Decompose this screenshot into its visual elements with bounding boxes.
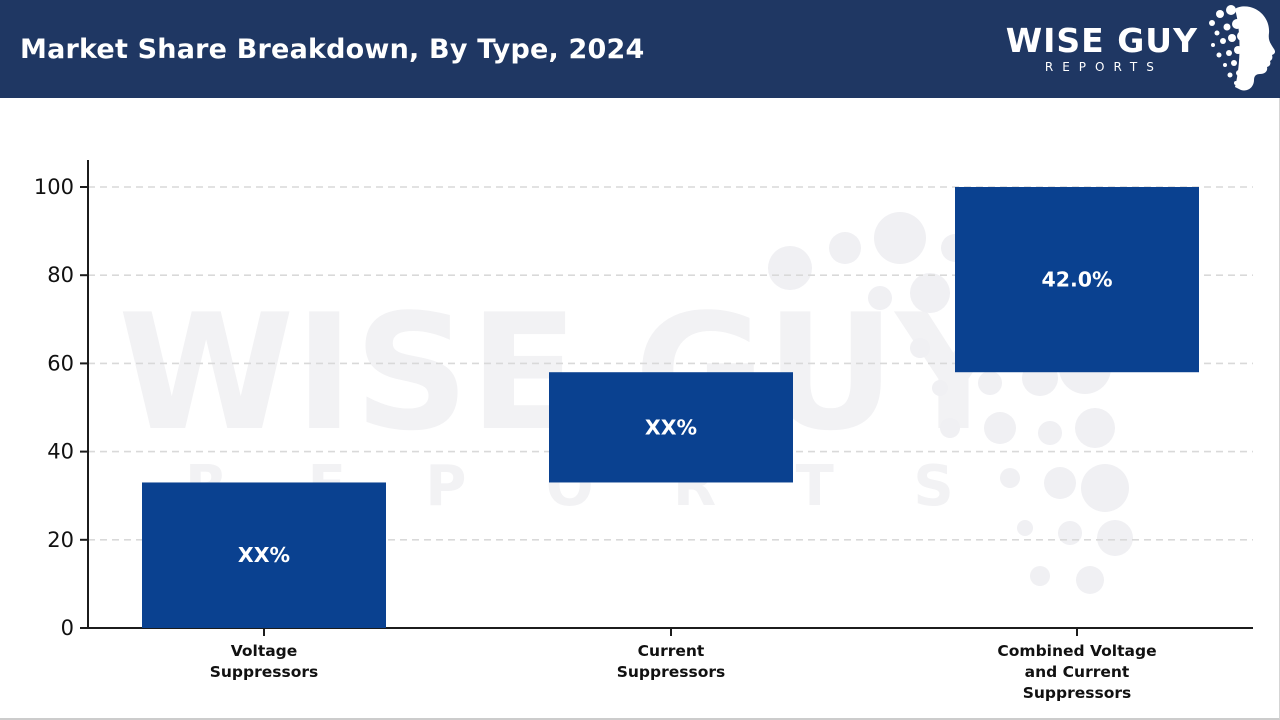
ytick-label-40: 40 bbox=[47, 440, 74, 464]
ytick-label-20: 20 bbox=[47, 528, 74, 552]
logo-face-icon bbox=[1209, 5, 1276, 91]
category-label-1: Current Suppressors bbox=[617, 642, 726, 681]
header: Market Share Breakdown, By Type, 2024 WI… bbox=[0, 0, 1280, 98]
bar-value-label-1: XX% bbox=[645, 415, 697, 439]
ytick-label-100: 100 bbox=[34, 175, 74, 199]
logo-wordmark: WISE GUY bbox=[1005, 21, 1198, 60]
bar-segment-2 bbox=[955, 187, 1199, 373]
bar-value-label-2: 42.0% bbox=[1041, 268, 1112, 292]
category-label-0: Voltage Suppressors bbox=[210, 642, 319, 681]
logo-text: WISE GUY REPORTS bbox=[1006, 24, 1198, 74]
ytick-label-60: 60 bbox=[47, 351, 74, 375]
bar-value-label-0: XX% bbox=[238, 543, 290, 567]
ytick-label-0: 0 bbox=[61, 616, 74, 640]
chart-title: Market Share Breakdown, By Type, 2024 bbox=[20, 33, 645, 65]
bars: XX% XX% 42.0% bbox=[142, 187, 1199, 628]
logo-subtitle: REPORTS bbox=[1044, 60, 1163, 74]
waterfall-chart: WISE GUY R E P O R T S XX%XX%42.0% bbox=[34, 160, 1253, 702]
bar-segment-1 bbox=[549, 372, 793, 483]
category-label-2: Combined Voltage and Current Suppressors bbox=[997, 642, 1156, 702]
axis-labels: 0 20 40 60 80 100 Voltage Suppressors Current Sup… bbox=[34, 175, 1157, 702]
chart-canvas: WISE GUY R E P O R T S XX% XX% 42.0% bbox=[0, 98, 1280, 720]
bar-segment-0 bbox=[142, 482, 386, 628]
wiseguy-logo: WISE GUY REPORTS bbox=[1006, 0, 1280, 98]
ytick-label-80: 80 bbox=[47, 263, 74, 287]
